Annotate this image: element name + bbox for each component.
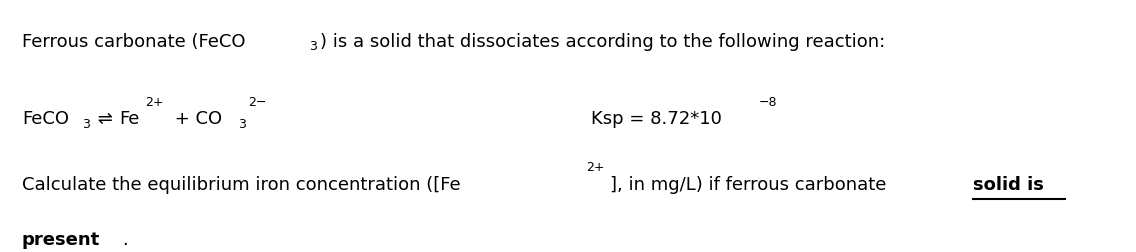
Text: FeCO: FeCO bbox=[22, 110, 69, 128]
Text: present: present bbox=[22, 230, 100, 248]
Text: −8: −8 bbox=[759, 95, 778, 108]
Text: 2+: 2+ bbox=[145, 95, 164, 108]
Text: 2−: 2− bbox=[248, 95, 266, 108]
Text: 3: 3 bbox=[237, 117, 245, 130]
Text: .: . bbox=[123, 230, 128, 248]
Text: Calculate the equilibrium iron concentration ([Fe: Calculate the equilibrium iron concentra… bbox=[22, 175, 460, 193]
Text: 3: 3 bbox=[309, 40, 317, 53]
Text: 3: 3 bbox=[82, 117, 90, 130]
Text: Ksp = 8.72*10: Ksp = 8.72*10 bbox=[591, 110, 721, 128]
Text: ) is a solid that dissociates according to the following reaction:: ) is a solid that dissociates according … bbox=[319, 33, 885, 51]
Text: ⇌: ⇌ bbox=[92, 110, 114, 128]
Text: + CO: + CO bbox=[169, 110, 223, 128]
Text: ], in mg/L) if ferrous carbonate: ], in mg/L) if ferrous carbonate bbox=[610, 175, 892, 193]
Text: solid is: solid is bbox=[974, 175, 1044, 193]
Text: Ferrous carbonate (FeCO: Ferrous carbonate (FeCO bbox=[22, 33, 245, 51]
Text: Fe: Fe bbox=[119, 110, 140, 128]
Text: 2+: 2+ bbox=[586, 161, 604, 173]
